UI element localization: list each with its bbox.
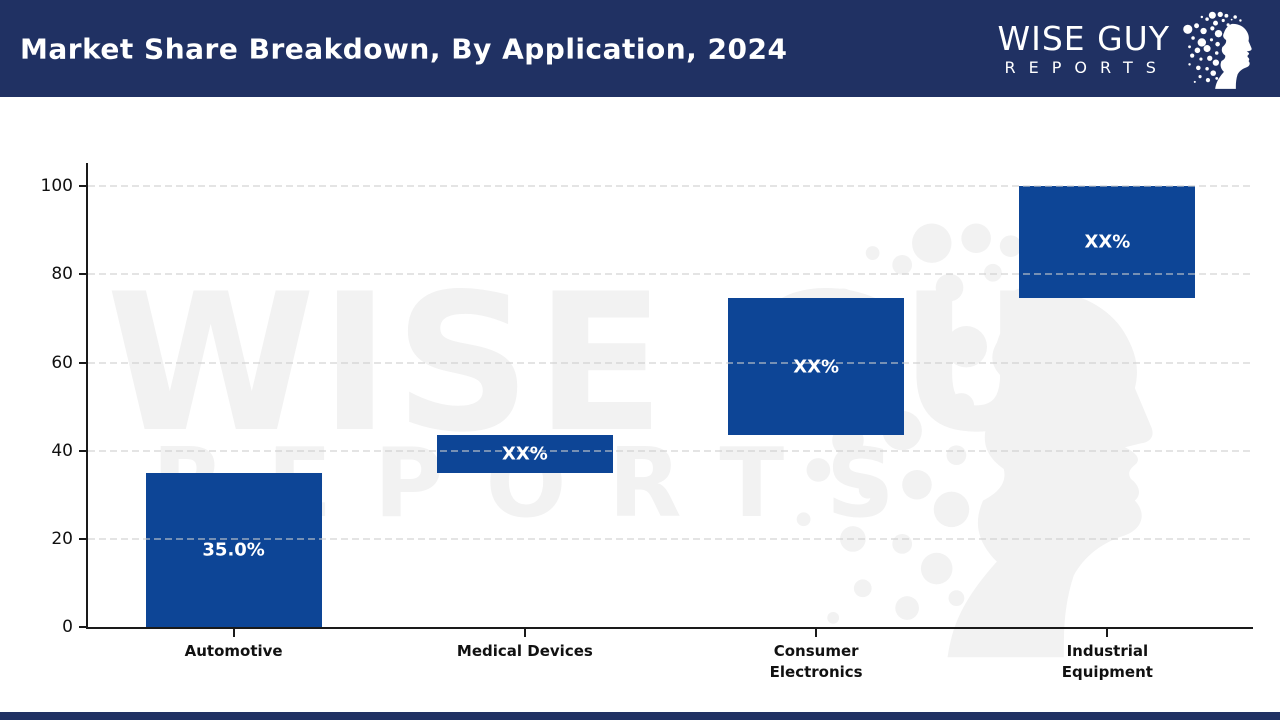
bar-value-label: XX%: [793, 356, 840, 378]
bar-automotive: [145, 472, 322, 627]
y-axis-tick: [79, 273, 87, 276]
x-category-label-medical-devices: Medical Devices: [456, 642, 593, 660]
x-category-label-automotive: Automotive: [184, 642, 283, 660]
y-tick-label: 80: [51, 264, 73, 285]
bar-value-label: 35.0%: [202, 539, 265, 561]
y-axis-tick: [79, 537, 87, 540]
bar-value-label: XX%: [1084, 231, 1131, 253]
y-tick-label: 20: [51, 528, 73, 549]
gridline: [88, 449, 1253, 452]
gridline: [88, 537, 1253, 540]
x-axis-spine: [86, 627, 1253, 629]
y-axis-tick: [79, 185, 87, 188]
brand-logo: WISE GUY REPORTS: [997, 8, 1272, 90]
y-tick-label: 100: [40, 176, 73, 197]
x-axis-tick: [523, 629, 526, 637]
bar-consumer-electronics: [728, 297, 905, 436]
x-axis-tick: [1106, 629, 1109, 637]
header-bar: Market Share Breakdown, By Application, …: [0, 0, 1280, 97]
brand-subtitle: REPORTS: [1004, 58, 1169, 78]
x-axis-tick: [815, 629, 818, 637]
y-axis-tick: [79, 361, 87, 364]
y-axis-tick: [79, 626, 87, 628]
page-title: Market Share Breakdown, By Application, …: [20, 32, 788, 65]
brand-logo-text: WISE GUY REPORTS: [997, 18, 1170, 78]
x-category-label-industrial-equipment: Industrial Equipment: [1061, 642, 1153, 681]
gridline: [88, 273, 1253, 276]
y-tick-label: 0: [62, 617, 73, 637]
chart-canvas: WISE GU REPORTS 0 20 40 60 80 100 35.0% Automot…: [0, 97, 1280, 712]
brand-name: WISE GUY: [997, 18, 1170, 58]
footer-bar: [0, 712, 1280, 720]
x-axis-tick: [232, 629, 235, 637]
bar-industrial-equipment: [1019, 186, 1196, 298]
bar-value-label: XX%: [501, 443, 548, 465]
bar-medical-devices: [436, 435, 613, 473]
y-axis-spine: [86, 163, 88, 629]
y-tick-label: 40: [51, 440, 73, 461]
gridline: [88, 185, 1253, 188]
y-axis-tick: [79, 449, 87, 452]
gridline: [88, 361, 1253, 364]
y-tick-label: 60: [51, 352, 73, 373]
x-category-label-consumer-electronics: Consumer Electronics: [769, 642, 863, 681]
brand-face-icon: [1183, 11, 1252, 89]
